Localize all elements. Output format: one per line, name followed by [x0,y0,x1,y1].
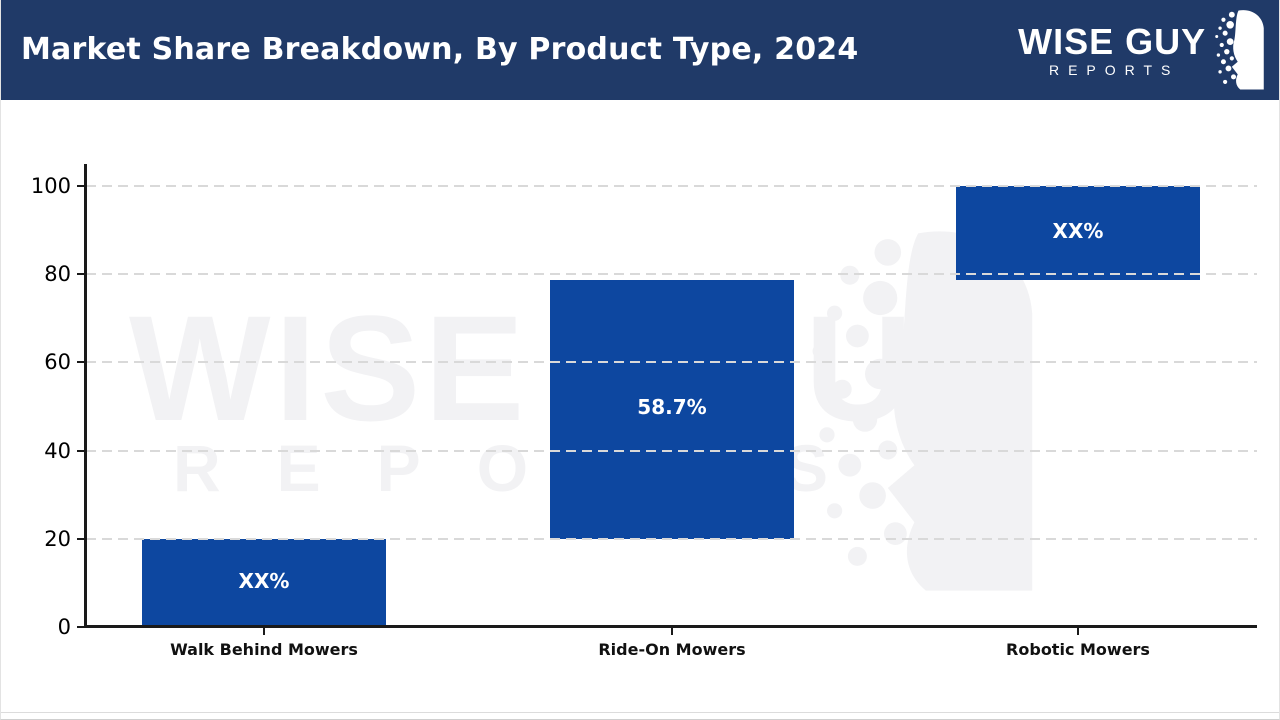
y-tick-mark [77,273,86,276]
logo-wordmark: WISE GUY REPORTS [1018,20,1207,78]
x-tick-mark [671,627,673,635]
gridline-80 [86,273,1257,276]
category-label: Robotic Mowers [1006,640,1150,659]
y-tick-label: 40 [44,438,71,463]
y-tick-label: 100 [30,174,71,198]
watermark-face-icon [812,231,1033,591]
bar-value-label: XX% [1052,218,1104,243]
logo-face-icon [1215,10,1264,90]
y-tick-mark [77,537,86,540]
x-axis [84,625,1257,628]
chart-canvas: WISE GUY REPORTS 0 20 40 60 80 100 XX% 58.7% XX%… [1,100,1279,719]
logo-wordmark-bottom: REPORTS [1048,61,1180,78]
gridline-40 [86,449,1257,452]
x-tick-mark [263,627,265,635]
y-tick-mark [77,185,86,187]
y-axis [84,164,87,628]
y-tick-label: 60 [44,350,71,375]
y-tick-mark [77,361,86,364]
gridline-20 [86,537,1257,540]
bar-value-label: 58.7% [637,395,707,420]
y-tick-label: 20 [44,526,71,551]
y-tick-label: 80 [44,262,71,287]
bar-1 [550,279,794,539]
y-tick-mark [77,626,86,628]
bar-2 [956,186,1200,280]
wise-guy-reports-logo: WISE GUY REPORTS [1018,6,1269,94]
x-tick-mark [1077,627,1079,635]
bottom-divider [1,712,1279,713]
bar-0 [142,538,386,627]
gridline-100 [86,185,1257,187]
category-label: Walk Behind Mowers [170,640,358,659]
y-tick-mark [77,449,86,452]
page-title: Market Share Breakdown, By Product Type,… [21,32,859,67]
y-tick-label: 0 [57,615,71,639]
category-label: Ride-On Mowers [598,640,746,659]
gridline-60 [86,361,1257,364]
logo-wordmark-top: WISE GUY [1018,20,1207,62]
bar-value-label: XX% [238,568,290,593]
header-banner: Market Share Breakdown, By Product Type,… [1,0,1279,100]
